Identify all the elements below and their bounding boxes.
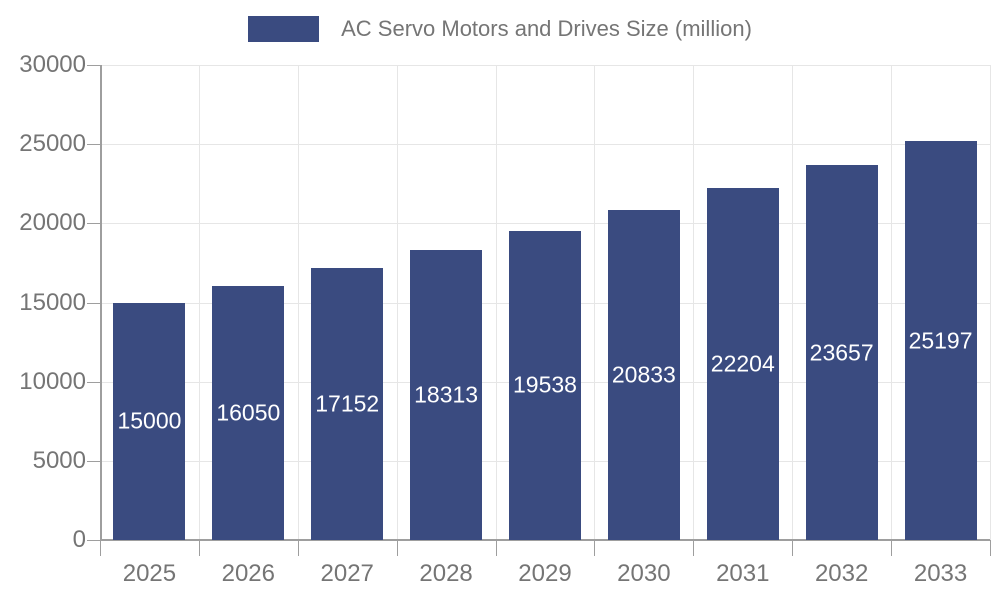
bar-value-label: 25197 [908, 327, 973, 354]
axis-tick [594, 540, 596, 556]
axis-tick [87, 302, 100, 304]
axis-tick [693, 540, 695, 556]
axis-tick [792, 540, 794, 556]
y-axis-label: 30000 [19, 51, 86, 78]
bar-2028[interactable] [410, 250, 483, 540]
y-axis-label: 20000 [19, 209, 86, 237]
x-axis-label: 2025 [122, 560, 177, 587]
bar-2033[interactable] [904, 141, 977, 540]
bar-2025[interactable] [113, 302, 186, 540]
bar-2031[interactable] [706, 188, 779, 540]
gridline [792, 65, 794, 540]
bar-value-label: 19538 [513, 371, 577, 398]
legend-label: AC Servo Motors and Drives Size (million… [341, 16, 752, 41]
x-axis-label: 2028 [419, 560, 473, 587]
bar-value-label: 20833 [611, 361, 676, 388]
x-axis-label: 2027 [320, 560, 374, 587]
x-axis-label: 2030 [617, 560, 671, 587]
axis-tick [87, 381, 100, 383]
y-axis-label: 0 [72, 526, 86, 553]
x-axis-label: 2029 [518, 560, 572, 587]
axis-tick [87, 540, 100, 541]
axis-tick [87, 223, 100, 225]
bar-value-label: 16050 [216, 399, 281, 426]
axis-tick [87, 460, 100, 462]
x-axis-label: 2032 [814, 560, 869, 587]
gridline [198, 65, 200, 540]
y-axis-label: 5000 [32, 446, 86, 474]
axis-tick [100, 540, 101, 556]
plot-area: 0 5000 10000 15000 20000 25000 30000 2025 2026 20… [19, 51, 991, 587]
gridline [100, 223, 990, 225]
axis-tick [990, 540, 991, 556]
gridline [100, 65, 990, 66]
bar-value-label: 15000 [117, 407, 182, 434]
bar-value-label: 22204 [710, 350, 775, 377]
y-axis-line [100, 65, 102, 540]
axis-tick [198, 540, 200, 556]
y-axis-label: 25000 [19, 130, 86, 158]
x-axis-label: 2031 [716, 560, 770, 587]
axis-tick [891, 540, 893, 556]
bar-value-label: 17152 [315, 390, 380, 417]
legend-swatch [248, 16, 320, 42]
bar-value-label: 18313 [414, 381, 479, 408]
axis-tick [297, 540, 299, 556]
gridline [693, 65, 695, 540]
x-axis-label: 2033 [913, 560, 968, 587]
bar-value-label: 23657 [809, 339, 874, 366]
gridline [891, 65, 893, 540]
bar-2030[interactable] [607, 210, 680, 540]
bar-2032[interactable] [805, 165, 878, 540]
gridline [100, 144, 990, 146]
gridline [396, 65, 398, 540]
bar-2026[interactable] [212, 285, 285, 540]
x-axis-baseline [100, 539, 990, 541]
gridline [495, 65, 497, 540]
y-axis-label: 15000 [19, 288, 86, 316]
y-axis-label: 10000 [19, 367, 86, 395]
axis-tick [396, 540, 398, 556]
x-axis-label: 2026 [221, 560, 275, 587]
axis-tick [87, 144, 100, 146]
bar-2029[interactable] [509, 230, 581, 540]
gridline [990, 65, 991, 540]
axis-tick [495, 540, 497, 556]
bar-2027[interactable] [311, 268, 384, 540]
axis-tick [87, 65, 100, 66]
legend[interactable]: AC Servo Motors and Drives Size (million… [0, 16, 1000, 42]
gridline [297, 65, 299, 540]
gridline [594, 65, 596, 540]
